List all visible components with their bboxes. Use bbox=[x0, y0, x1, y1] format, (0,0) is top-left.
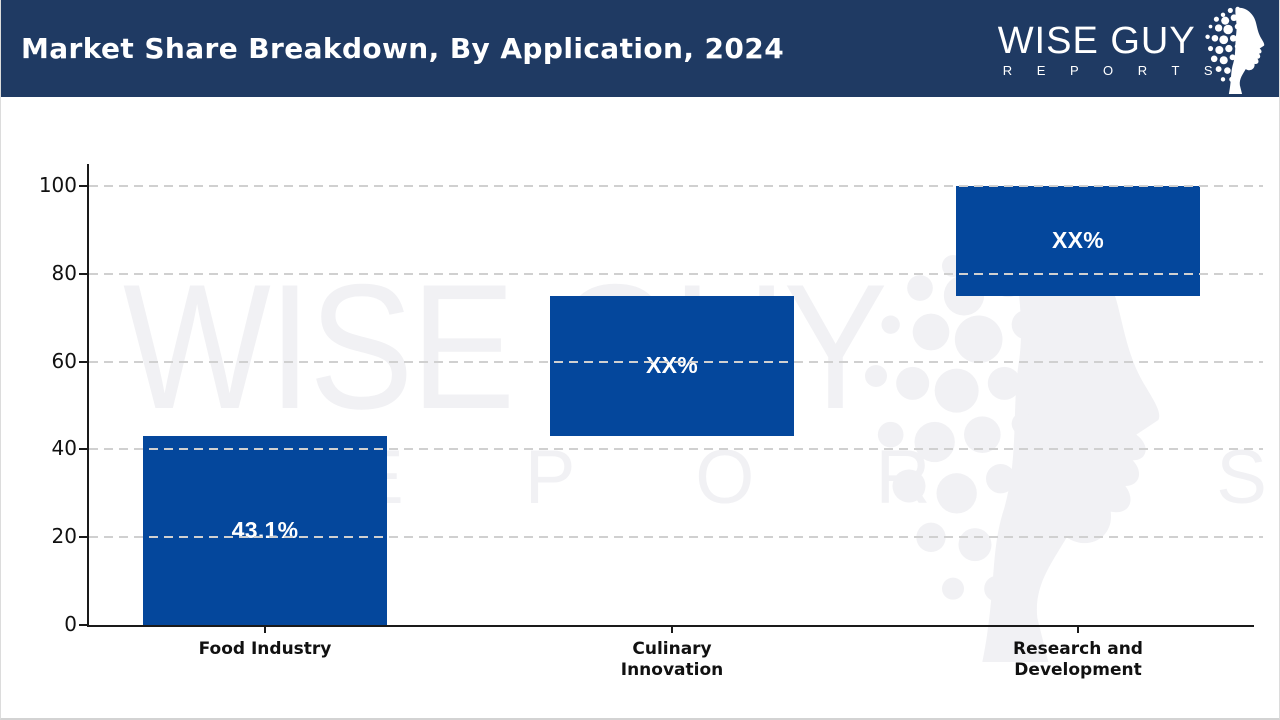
x-category-label-line: Innovation bbox=[620, 660, 724, 680]
x-category-label: Research and Development bbox=[928, 639, 1228, 681]
y-tick-mark bbox=[79, 624, 87, 626]
x-tick-mark bbox=[671, 625, 673, 633]
y-gridline bbox=[89, 185, 1263, 187]
x-category-label-line: Development bbox=[1014, 660, 1142, 680]
y-tick-mark bbox=[79, 185, 87, 187]
bar-value-label: 43.1% bbox=[231, 516, 299, 543]
bar: 43.1% bbox=[143, 435, 387, 625]
y-gridline bbox=[89, 448, 1263, 451]
y-tick-label: 100 bbox=[38, 173, 77, 197]
y-tick-label: 60 bbox=[51, 348, 77, 373]
bar: XX% bbox=[550, 295, 794, 436]
bar-value-label: XX% bbox=[1051, 227, 1105, 254]
y-tick-mark bbox=[79, 448, 87, 451]
y-gridline bbox=[89, 536, 1263, 539]
x-category-label-line: Culinary bbox=[632, 639, 712, 659]
logo-text: WISE GUY R E P O R T S bbox=[998, 21, 1223, 78]
x-category-label: Food Industry bbox=[115, 639, 415, 660]
header-bar: Market Share Breakdown, By Application, … bbox=[1, 0, 1279, 97]
y-tick-label: 20 bbox=[51, 524, 77, 549]
y-tick-label: 80 bbox=[51, 260, 77, 285]
x-tick-mark bbox=[264, 625, 266, 633]
x-category-label-line: Food Industry bbox=[198, 639, 332, 659]
x-category-label: Culinary Innovation bbox=[522, 639, 822, 681]
logo-wordmark: WISE GUY bbox=[997, 20, 1196, 62]
logo-subtext: R E P O R T S bbox=[1002, 63, 1223, 78]
y-tick-label: 0 bbox=[64, 612, 77, 636]
y-gridline bbox=[89, 272, 1263, 275]
x-category-label-line: Research and bbox=[1013, 639, 1143, 659]
bar-value-label: XX% bbox=[645, 352, 699, 379]
x-axis-line bbox=[87, 625, 1254, 627]
y-tick-mark bbox=[79, 536, 87, 539]
y-tick-mark bbox=[79, 272, 87, 275]
y-tick-mark bbox=[79, 360, 87, 363]
y-axis-line bbox=[87, 164, 89, 627]
y-tick-label: 40 bbox=[51, 436, 77, 461]
y-gridline bbox=[89, 360, 1263, 363]
wise-guy-reports-logo: WISE GUY R E P O R T S bbox=[998, 6, 1279, 94]
page-title: Market Share Breakdown, By Application, … bbox=[21, 32, 785, 65]
bar: XX% bbox=[956, 186, 1200, 296]
